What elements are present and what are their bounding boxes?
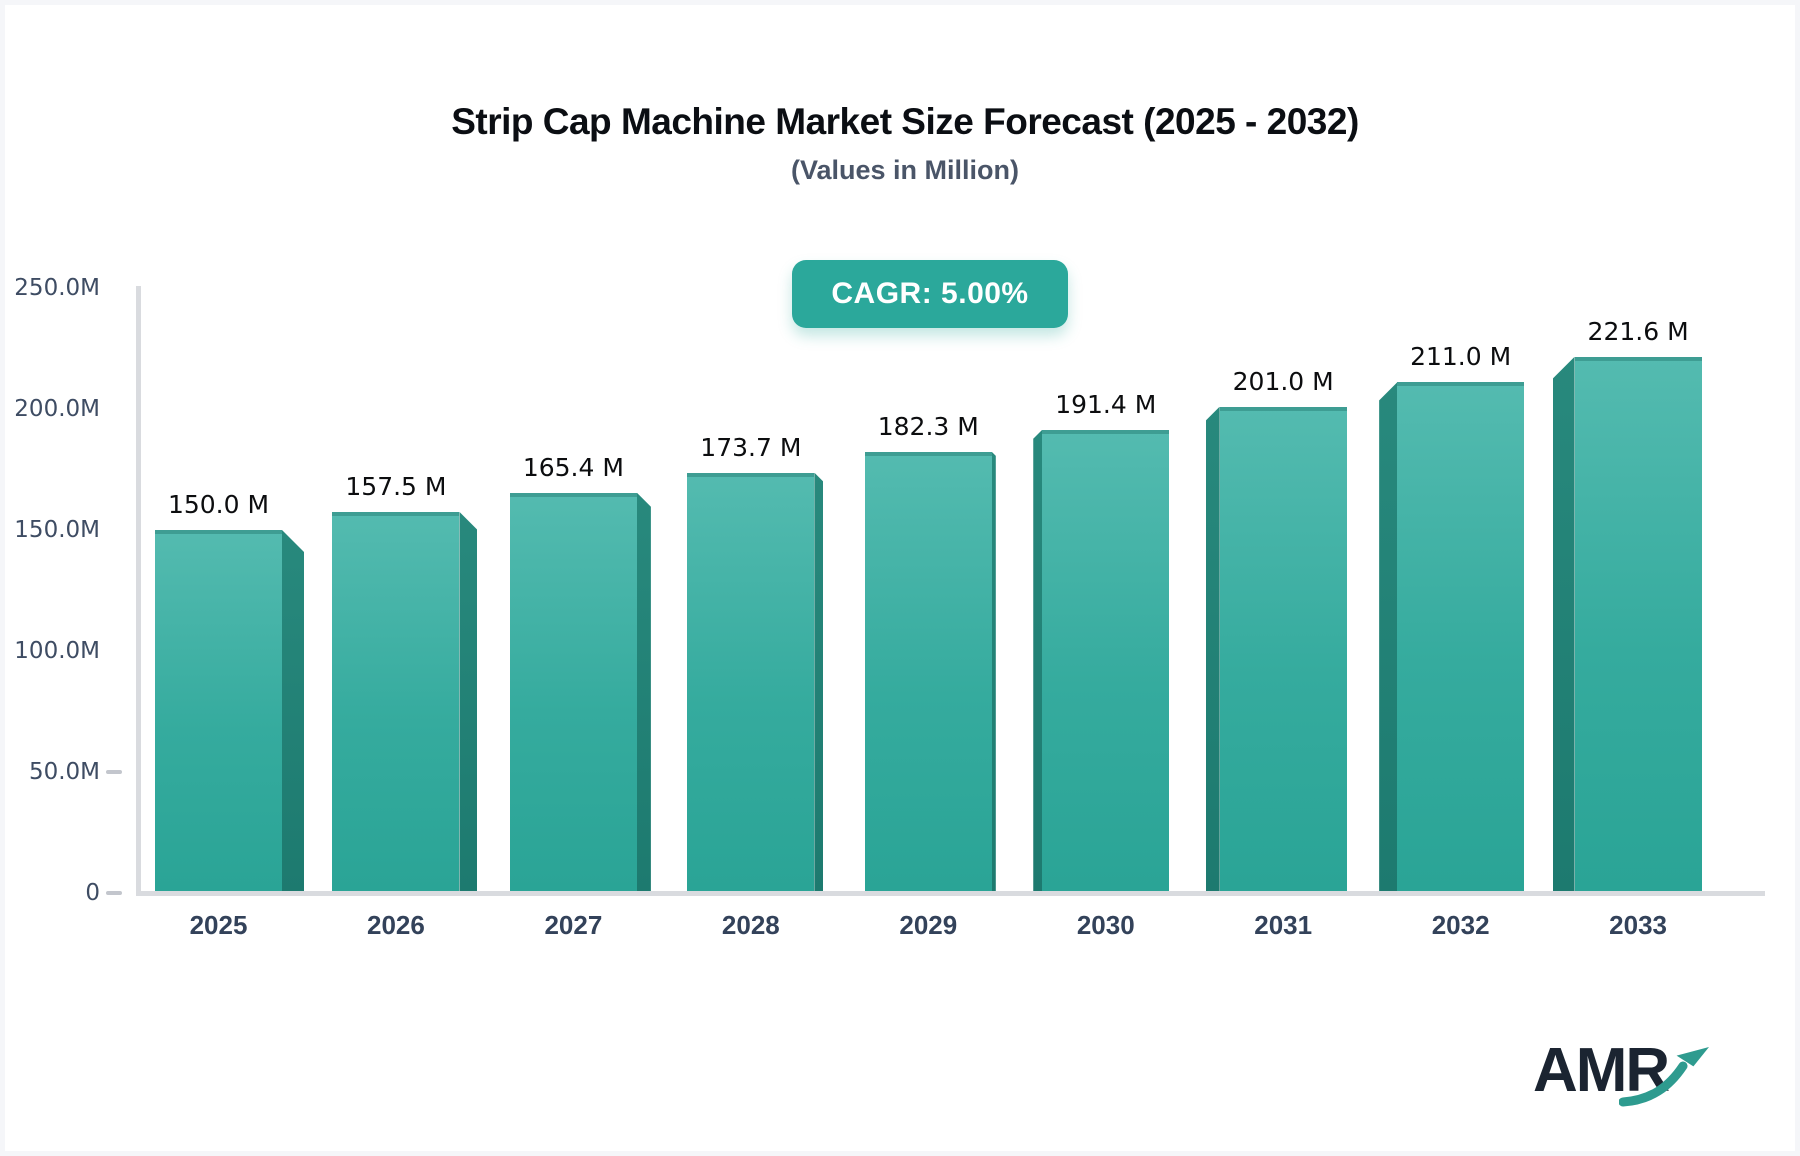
x-label-2030: 2030 — [1076, 910, 1135, 940]
bar-value-label-2029: 182.3 M — [877, 411, 979, 441]
bar-2030 — [1042, 429, 1170, 893]
bar-3d-side-2032 — [1379, 382, 1398, 893]
x-label-2033: 2033 — [1609, 910, 1668, 940]
chart-subtitle: (Values in Million) — [790, 155, 1020, 185]
bar-3d-side-2028 — [814, 472, 824, 893]
bar-3d-side-2027 — [636, 492, 651, 893]
bar-value-label-2026: 157.5 M — [345, 471, 447, 501]
bar-value-label-2027: 165.4 M — [522, 452, 624, 482]
growth-arrow-icon — [1619, 1047, 1709, 1107]
x-label-2025: 2025 — [189, 910, 248, 940]
bar-value-label-2033: 221.6 M — [1587, 316, 1689, 346]
bar-2026 — [332, 511, 460, 893]
x-axis-line — [136, 891, 1765, 896]
x-label-2027: 2027 — [544, 910, 603, 940]
bar-value-label-2028: 173.7 M — [700, 432, 802, 462]
y-axis-line — [136, 286, 141, 893]
y-tick-label-250.0M: 250.0M — [14, 275, 100, 301]
bar-3d-side-2025 — [282, 530, 304, 893]
bar-value-label-2025: 150.0 M — [167, 490, 270, 519]
y-tick-label-150.0M: 150.0M — [14, 517, 100, 543]
bar-2027 — [509, 492, 637, 893]
bar-3d-side-2029 — [991, 451, 996, 893]
bar-3d-side-2031 — [1205, 406, 1220, 893]
bar-2025 — [155, 530, 282, 893]
x-label-2032: 2032 — [1431, 910, 1490, 940]
x-label-2026: 2026 — [367, 910, 425, 940]
y-tick-dash-0 — [106, 891, 122, 895]
bar-2033 — [1574, 356, 1702, 893]
y-tick-label-200.0M: 200.0M — [14, 396, 100, 422]
amr-logo: AMR — [1533, 1035, 1753, 1125]
bar-2028 — [687, 472, 815, 893]
bar-value-label-2030: 191.4 M — [1055, 389, 1157, 419]
x-label-2028: 2028 — [721, 910, 780, 940]
bar-2031 — [1219, 406, 1347, 893]
bar-2032 — [1397, 382, 1525, 893]
y-tick-label-50.0M: 50.0M — [28, 759, 100, 785]
bar-3d-side-2033 — [1552, 356, 1575, 893]
bar-3d-side-2026 — [459, 511, 478, 893]
x-label-2029: 2029 — [899, 910, 958, 940]
y-tick-label-100.0M: 100.0M — [14, 638, 100, 664]
bar-value-label-2032: 211.0 M — [1410, 342, 1512, 372]
y-tick-dash-50.0M — [106, 770, 122, 774]
bar-2029 — [864, 451, 992, 893]
cagr-badge: CAGR: 5.00% — [792, 260, 1068, 328]
chart-title: Strip Cap Machine Market Size Forecast (… — [451, 101, 1359, 142]
bar-3d-side-2030 — [1033, 429, 1043, 893]
bar-value-label-2031: 201.0 M — [1232, 366, 1334, 396]
y-tick-label-0: 0 — [85, 880, 100, 906]
x-label-2031: 2031 — [1254, 910, 1313, 940]
